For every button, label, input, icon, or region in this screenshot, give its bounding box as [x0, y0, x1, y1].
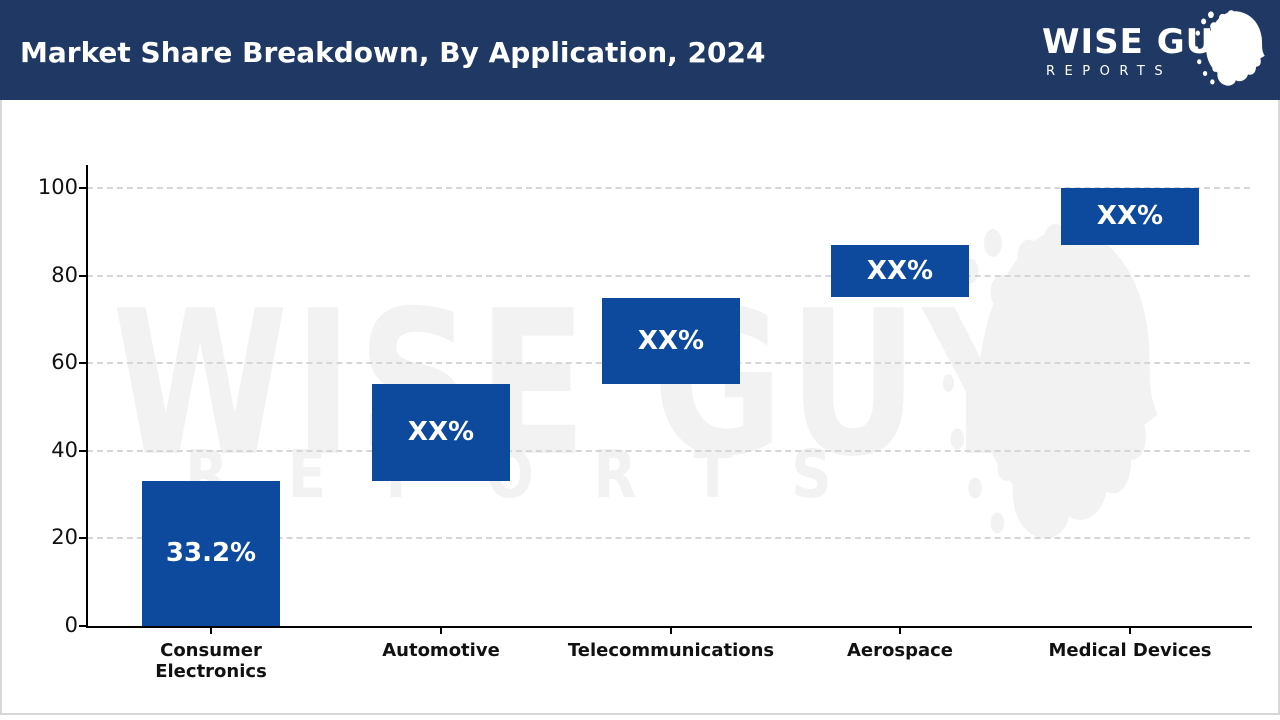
y-tick-mark — [79, 625, 87, 627]
y-tick-label: 80 — [51, 262, 78, 287]
bar-value-label: XX% — [407, 417, 475, 448]
bar-value-label: XX% — [1096, 201, 1164, 232]
y-tick-label: 40 — [51, 437, 78, 462]
grid-line — [87, 537, 1250, 540]
y-tick-label: 20 — [51, 525, 78, 550]
y-tick-label: 60 — [51, 350, 78, 375]
logo-subtext: REPORTS — [1046, 64, 1173, 79]
bar-value-label: XX% — [866, 256, 934, 287]
x-category-label: Automotive — [382, 640, 500, 661]
grid-line — [87, 187, 1250, 189]
logo-head-icon — [1194, 10, 1265, 86]
x-tick-mark — [440, 627, 442, 634]
grid-line — [87, 274, 1250, 277]
watermark-subtext: REPORTS — [185, 436, 892, 513]
y-tick-mark — [79, 362, 87, 365]
y-tick-mark — [79, 449, 87, 452]
bar-value-label: 33.2% — [165, 538, 257, 569]
x-axis-line — [86, 626, 1252, 628]
brand-logo: WISE GUY REPORTS — [1020, 6, 1272, 94]
y-tick-label: 100 — [37, 175, 78, 199]
chart-card-frame — [0, 100, 1280, 715]
waterfall-bar: XX% — [372, 384, 510, 481]
x-category-label: Consumer Electronics — [155, 640, 267, 683]
y-tick-mark — [79, 274, 87, 277]
x-tick-mark — [1129, 627, 1131, 634]
waterfall-bar: XX% — [1061, 188, 1199, 245]
grid-line — [87, 449, 1250, 452]
header: Market Share Breakdown, By Application, … — [0, 0, 1280, 100]
y-tick-label: 0 — [64, 613, 78, 637]
x-category-label: Aerospace — [846, 640, 953, 661]
waterfall-bar: XX% — [602, 297, 740, 385]
x-tick-mark — [210, 627, 212, 634]
x-tick-mark — [670, 627, 672, 634]
x-tick-mark — [899, 627, 901, 634]
watermark-wordmark: WISE GUY — [112, 268, 1044, 501]
y-tick-mark — [79, 187, 87, 189]
x-category-label: Telecommunications — [567, 640, 775, 661]
waterfall-bar: 33.2% — [142, 480, 280, 626]
waterfall-bar: XX% — [831, 244, 969, 298]
y-axis-line — [86, 165, 88, 628]
y-tick-mark — [79, 537, 87, 540]
watermark-head-icon — [942, 223, 1158, 539]
logo-wordmark: WISE GUY — [1042, 22, 1240, 62]
x-category-label: Medical Devices — [1048, 640, 1212, 661]
bar-value-label: XX% — [637, 325, 705, 356]
page-title: Market Share Breakdown, By Application, … — [20, 36, 766, 69]
